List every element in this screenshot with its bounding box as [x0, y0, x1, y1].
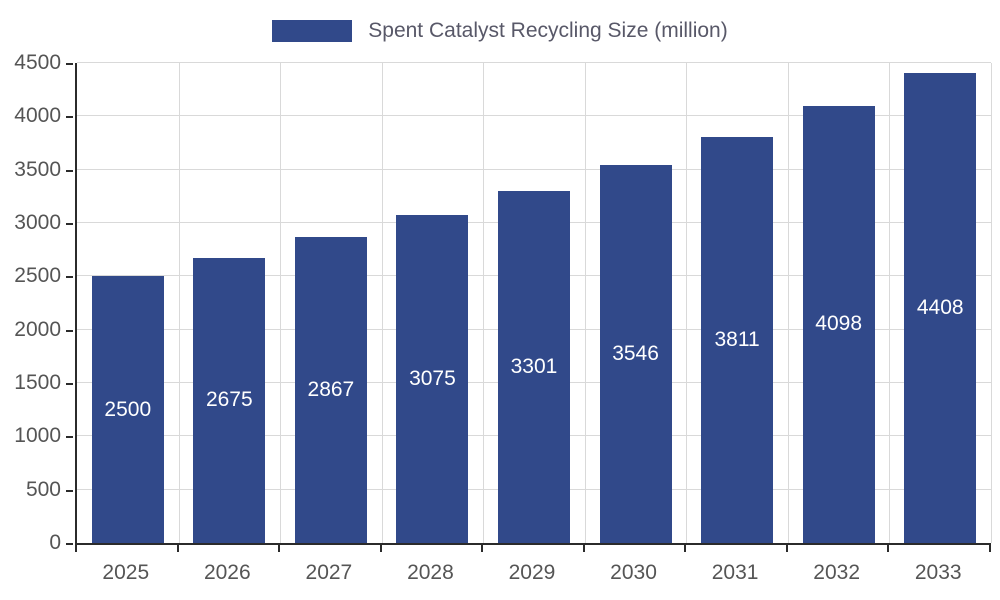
gridline-vertical [178, 63, 180, 543]
y-tick-label: 4500 [14, 51, 61, 74]
x-tick-mark [379, 545, 382, 552]
bar-2029[interactable]: 3301 [497, 190, 571, 543]
bar-2027[interactable]: 2867 [294, 237, 367, 543]
bar-value-label: 3075 [409, 367, 456, 390]
gridline-vertical [991, 63, 992, 543]
y-tick-mark [66, 116, 73, 119]
y-tick-label: 2000 [14, 317, 61, 341]
y-tick-mark [66, 543, 73, 545]
gridline-vertical [280, 63, 282, 543]
x-tick-mark [481, 545, 484, 552]
x-tick-label-2025: 2025 [102, 561, 150, 584]
x-tick-label-2030: 2030 [610, 561, 657, 584]
x-tick-mark [785, 545, 788, 552]
gridline-vertical [584, 63, 586, 543]
x-tick-mark [278, 545, 281, 552]
legend-swatch-icon [272, 20, 353, 42]
legend[interactable]: Spent Catalyst Recycling Size (million) [0, 14, 1000, 48]
x-tick-label-2026: 2026 [203, 561, 251, 584]
bar-2030[interactable]: 3546 [599, 164, 672, 543]
y-tick-label: 3500 [14, 157, 61, 181]
x-tick-mark [75, 545, 77, 552]
y-tick-label: 500 [25, 477, 61, 501]
y-tick-mark [66, 169, 73, 172]
bar-2033[interactable]: 4408 [904, 72, 977, 543]
y-tick-mark [66, 383, 73, 385]
bar-value-label: 3546 [612, 341, 659, 365]
y-tick-label: 0 [49, 531, 61, 554]
bar-2032[interactable]: 4098 [802, 105, 875, 543]
gridline-vertical [686, 63, 688, 543]
x-tick-label-2032: 2032 [813, 561, 860, 584]
bar-2026[interactable]: 2675 [193, 257, 266, 543]
x-tick-mark [989, 545, 991, 552]
plot-area: 2500 2675 2867 3075 3301 3546 3811 4098 4408 [75, 62, 992, 545]
gridline-vertical [483, 63, 485, 543]
y-tick-mark [66, 276, 73, 279]
x-tick-mark [684, 545, 687, 552]
bar-value-label: 2867 [307, 378, 355, 402]
x-tick-mark [176, 545, 179, 552]
y-tick-label: 2500 [14, 264, 61, 288]
gridline-horizontal [77, 168, 991, 170]
gridline-vertical [889, 63, 891, 543]
y-tick-mark [66, 489, 73, 492]
gridline-vertical [787, 63, 789, 543]
x-tick-label-2027: 2027 [305, 561, 353, 584]
legend-label: Spent Catalyst Recycling Size (million) [368, 19, 728, 42]
bar-value-label: 3811 [714, 327, 760, 351]
x-tick-mark [887, 545, 890, 552]
gridline-vertical [381, 63, 383, 543]
bar-2028[interactable]: 3075 [396, 215, 469, 543]
y-tick-mark [66, 329, 73, 332]
bar-value-label: 3301 [510, 354, 558, 378]
bar-2025[interactable]: 2500 [91, 276, 164, 543]
y-tick-label: 3000 [14, 211, 61, 234]
x-tick-label-2031: 2031 [711, 561, 759, 584]
y-tick-label: 1000 [14, 424, 61, 448]
bar-value-label: 2675 [205, 388, 253, 412]
y-tick-label: 4000 [14, 104, 61, 128]
x-tick-mark [582, 545, 585, 552]
y-tick-mark [66, 436, 73, 439]
y-tick-label: 1500 [14, 371, 61, 394]
bar-2031[interactable]: 3811 [701, 136, 774, 543]
bar-value-label: 2500 [104, 397, 152, 421]
gridline-horizontal [77, 62, 991, 63]
bar-value-label: 4408 [916, 295, 964, 319]
x-tick-label-2028: 2028 [407, 561, 454, 584]
x-tick-label-2033: 2033 [914, 561, 962, 584]
y-tick-mark [66, 223, 73, 225]
bar-value-label: 4098 [815, 312, 863, 336]
x-tick-label-2029: 2029 [508, 561, 556, 584]
gridline-horizontal [77, 115, 991, 117]
y-tick-mark [66, 63, 73, 65]
